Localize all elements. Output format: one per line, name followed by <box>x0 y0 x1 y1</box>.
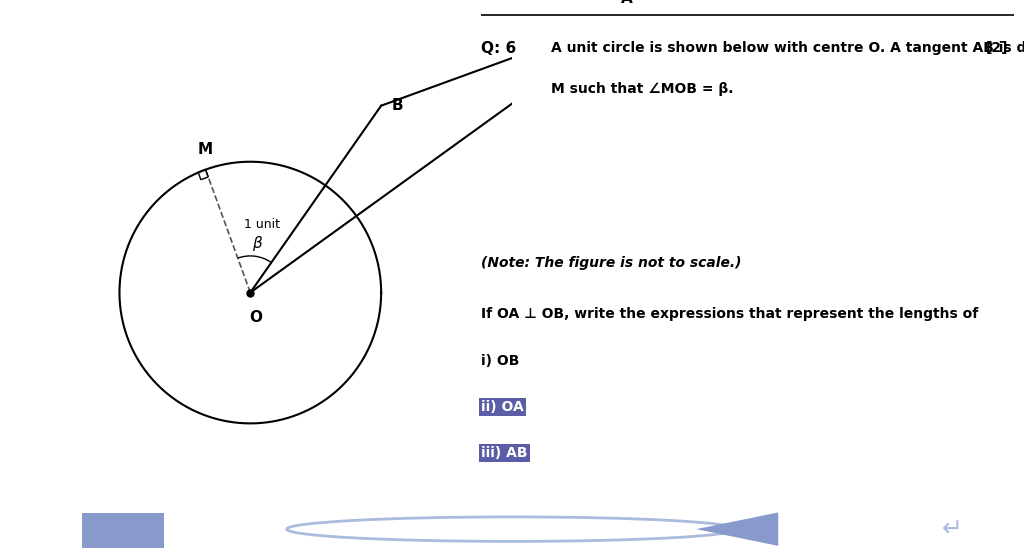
Text: B: B <box>391 98 403 113</box>
Text: [2]: [2] <box>986 41 1009 55</box>
Polygon shape <box>696 512 778 546</box>
Text: i) OB: i) OB <box>481 354 519 368</box>
Text: Q: 6: Q: 6 <box>481 41 516 56</box>
Text: O: O <box>249 310 262 325</box>
Text: M such that ∠MOB = β.: M such that ∠MOB = β. <box>551 82 733 96</box>
Text: A unit circle is shown below with centre O. A tangent AB is drawn to the circle : A unit circle is shown below with centre… <box>551 41 1024 55</box>
Text: ↵: ↵ <box>942 517 963 541</box>
FancyBboxPatch shape <box>82 513 164 548</box>
Text: (Note: The figure is not to scale.): (Note: The figure is not to scale.) <box>481 256 741 270</box>
Text: ii) OA: ii) OA <box>481 400 524 414</box>
Text: 1 unit: 1 unit <box>244 218 280 231</box>
Text: β: β <box>252 236 262 251</box>
Text: iii) AB: iii) AB <box>481 446 527 460</box>
Text: A: A <box>622 0 633 7</box>
Text: If OA ⊥ OB, write the expressions that represent the lengths of: If OA ⊥ OB, write the expressions that r… <box>481 307 979 321</box>
Text: M: M <box>198 141 213 157</box>
